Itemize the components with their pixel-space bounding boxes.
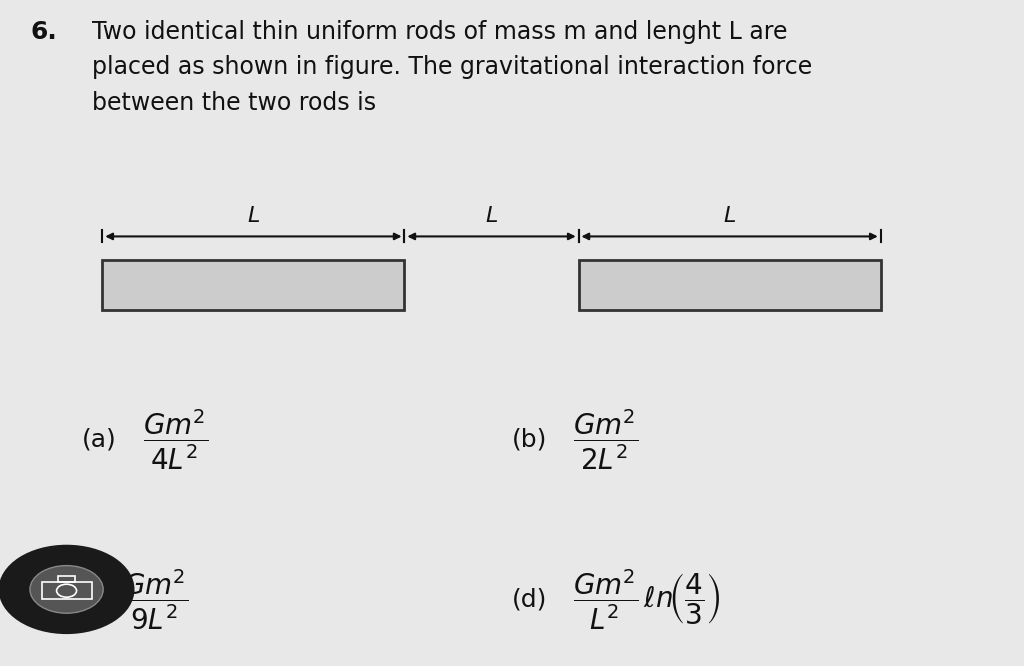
Text: Two identical thin uniform rods of mass m and lenght L are
placed as shown in fi: Two identical thin uniform rods of mass …: [92, 20, 812, 115]
Text: $\dfrac{Gm^2}{2L^2}$: $\dfrac{Gm^2}{2L^2}$: [573, 408, 638, 472]
Circle shape: [0, 546, 133, 633]
Text: $\dfrac{Gm^2}{9L^2}$: $\dfrac{Gm^2}{9L^2}$: [123, 567, 187, 631]
Bar: [42, 582, 91, 599]
Text: (a): (a): [82, 428, 117, 452]
Bar: [57, 576, 76, 582]
Bar: [579, 260, 881, 310]
Text: $L$: $L$: [247, 206, 260, 226]
Text: (d): (d): [512, 587, 548, 611]
Text: $\dfrac{Gm^2}{4L^2}$: $\dfrac{Gm^2}{4L^2}$: [143, 408, 208, 472]
Text: $\dfrac{Gm^2}{L^2}\,\ell n\!\left(\dfrac{4}{3}\right)$: $\dfrac{Gm^2}{L^2}\,\ell n\!\left(\dfrac…: [573, 567, 721, 631]
Bar: [102, 260, 404, 310]
Text: (b): (b): [512, 428, 548, 452]
Text: 6.: 6.: [31, 20, 57, 44]
Text: $L$: $L$: [723, 206, 736, 226]
Circle shape: [30, 565, 103, 613]
Text: $L$: $L$: [485, 206, 498, 226]
